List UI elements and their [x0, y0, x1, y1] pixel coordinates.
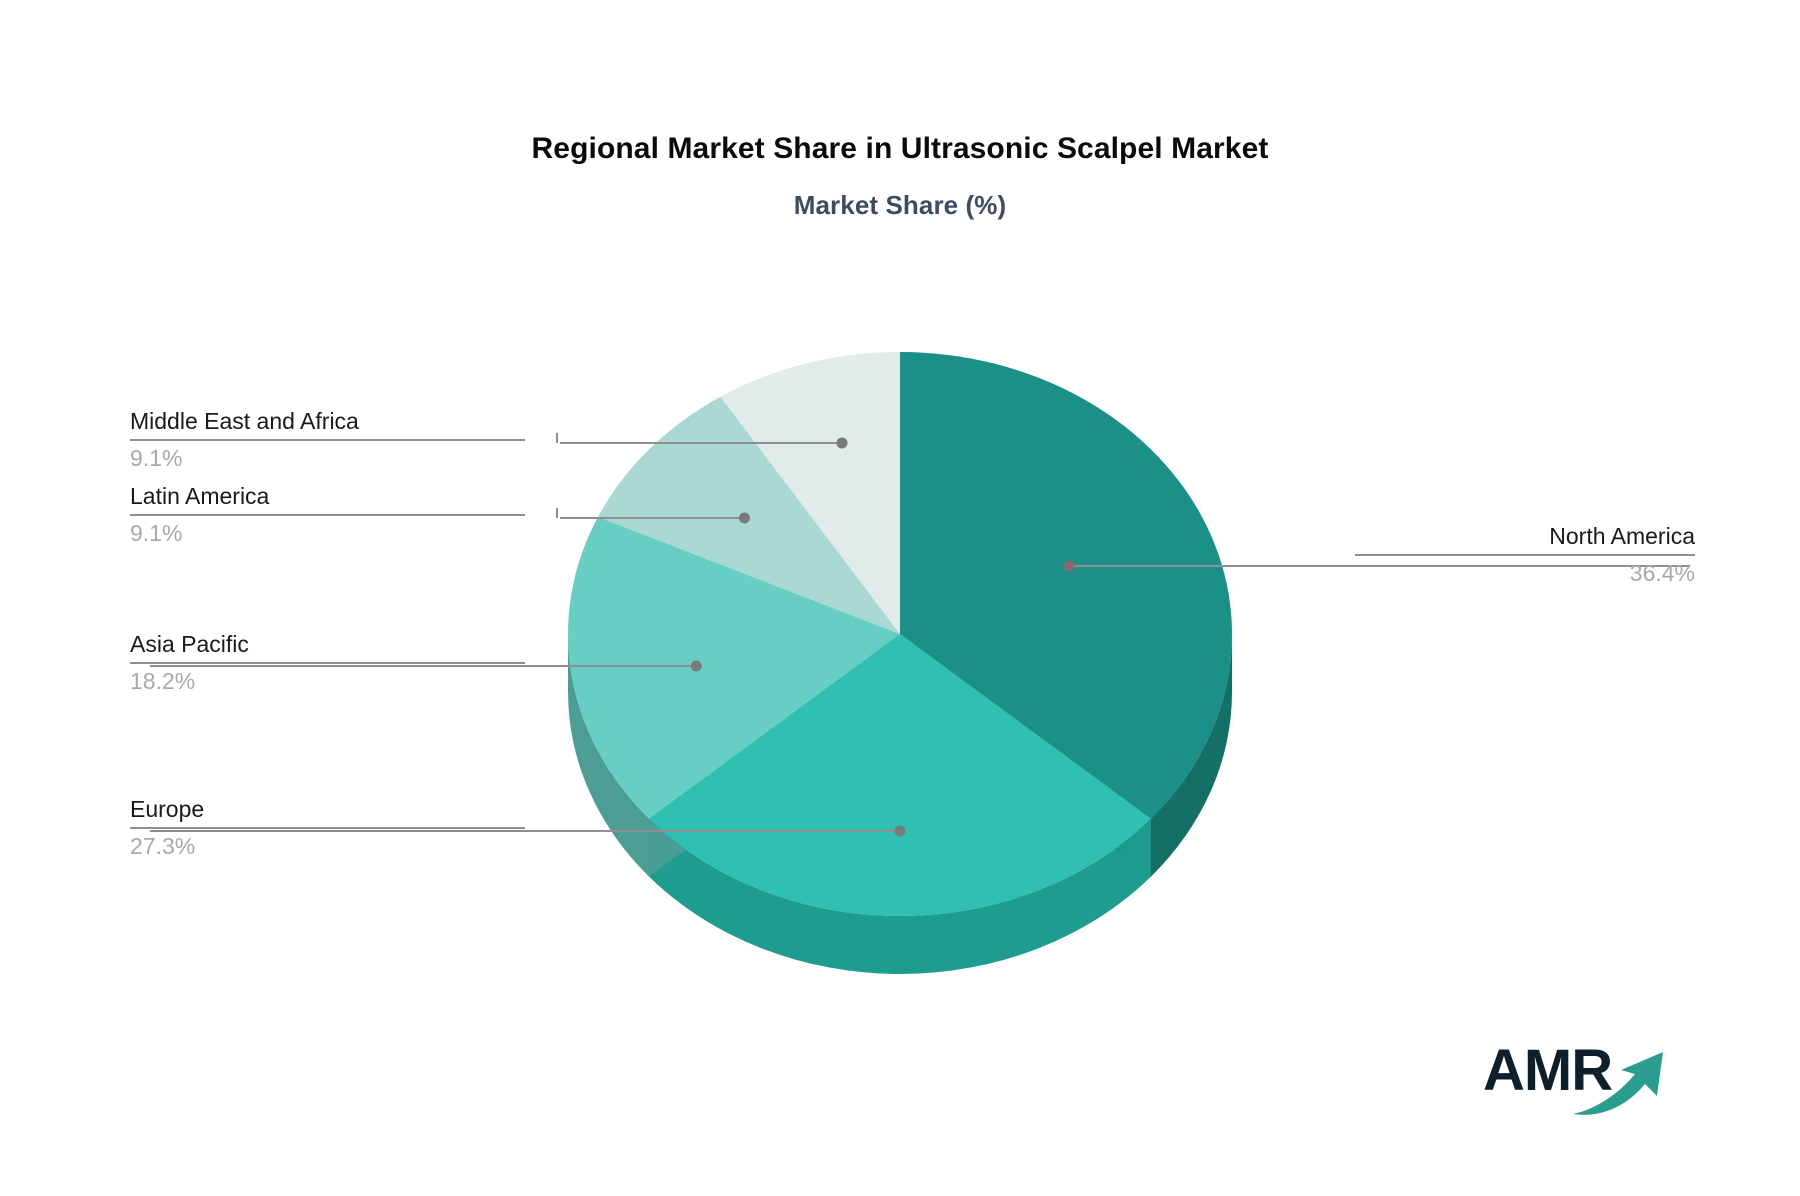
pie-slice-asia-pacific[interactable] [568, 516, 900, 819]
pie-slice-depth-europe [649, 818, 1151, 974]
amr-logo-text: AMR [1483, 1038, 1613, 1103]
callout-europe[interactable]: Europe 27.3% [130, 794, 525, 861]
callout-rule [130, 827, 525, 829]
callout-label-asia-pacific: Asia Pacific [130, 631, 249, 657]
callout-value-europe: 27.3% [130, 833, 196, 859]
leader-dot-north-america [1063, 560, 1075, 572]
chart-subtitle: Market Share (%) [793, 190, 1007, 220]
callout-label-middle-east-and-africa: Middle East and Africa [130, 408, 359, 434]
callout-rule [130, 662, 525, 664]
growth-arrow-icon [1573, 1052, 1663, 1115]
leader-dot-europe [894, 825, 906, 837]
pie-slice-north-america[interactable] [900, 352, 1232, 819]
callout-value-asia-pacific: 18.2% [130, 668, 196, 694]
callout-value-north-america: 36.4% [1629, 560, 1695, 586]
leader-dot-latin-america [738, 512, 750, 524]
pie-slice-middle-east-and-africa[interactable] [720, 352, 900, 634]
callout-latin-america[interactable]: Latin America 9.1% [130, 481, 525, 548]
callout-rule [130, 514, 525, 516]
callout-rule [1355, 554, 1695, 556]
leader-lines [150, 433, 1690, 837]
callout-label-latin-america: Latin America [130, 483, 270, 509]
callout-label-europe: Europe [130, 796, 205, 822]
callout-rule [130, 439, 525, 441]
pie-slice-depth-north-america [1150, 634, 1232, 877]
callout-value-latin-america: 9.1% [130, 520, 183, 546]
pie-slice-europe[interactable] [649, 634, 1151, 917]
callout-value-middle-east-and-africa: 9.1% [130, 445, 183, 471]
callout-middle-east-and-africa[interactable]: Middle East and Africa 9.1% [130, 406, 525, 473]
amr-logo: AMR [1483, 1028, 1673, 1120]
callout-label-north-america: North America [1549, 523, 1695, 549]
callout-asia-pacific[interactable]: Asia Pacific 18.2% [130, 629, 525, 696]
leader-dot-middle-east-and-africa [836, 437, 848, 449]
callout-north-america[interactable]: North America 36.4% [1355, 521, 1695, 588]
leader-dot-asia-pacific [690, 660, 702, 672]
chart-title: Regional Market Share in Ultrasonic Scal… [531, 132, 1269, 165]
pie-slice-depth-asia-pacific [568, 634, 650, 877]
